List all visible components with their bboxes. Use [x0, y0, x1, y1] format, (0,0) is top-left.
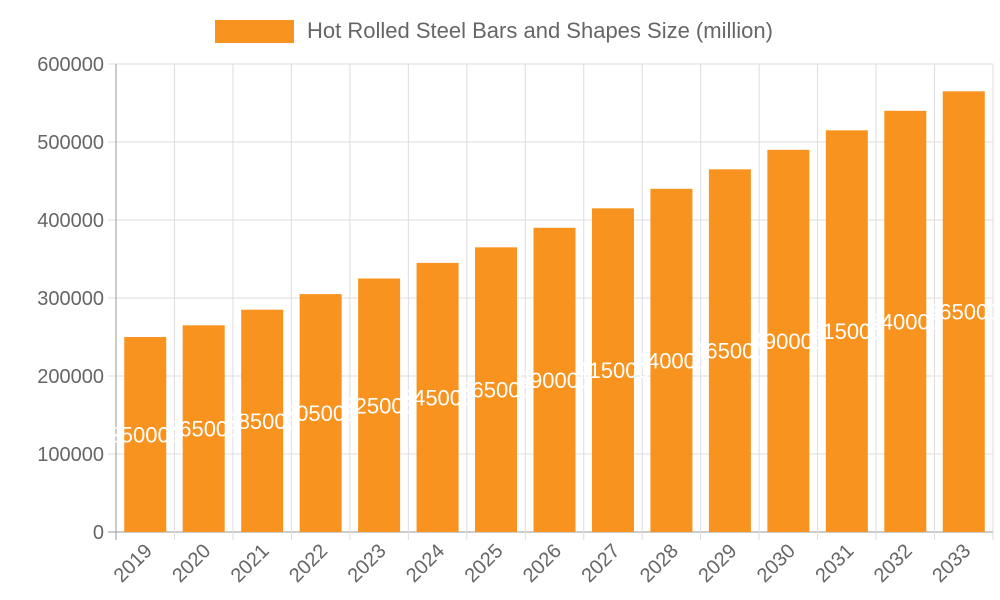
bar [825, 130, 868, 533]
x-tick-label: 2025 [461, 540, 508, 587]
bar [358, 278, 401, 532]
y-tick-label: 300000 [37, 288, 104, 310]
bar [533, 227, 576, 533]
legend-label: Hot Rolled Steel Bars and Shapes Size (m… [307, 18, 773, 43]
x-tick-label: 2030 [753, 540, 800, 587]
data-label: 490000 [752, 329, 825, 354]
data-label: 345000 [401, 385, 474, 410]
x-tick-label: 2022 [285, 540, 332, 587]
legend[interactable]: Hot Rolled Steel Bars and Shapes Size (m… [0, 18, 1000, 44]
x-tick-label: 2028 [636, 540, 683, 587]
data-label: 390000 [518, 368, 591, 393]
x-tick-label: 2021 [227, 540, 274, 587]
bar [299, 294, 342, 532]
y-tick-label: 600000 [37, 54, 104, 76]
y-tick-label: 0 [93, 522, 104, 544]
bar [767, 149, 810, 533]
x-tick-label: 2031 [811, 540, 858, 587]
bar [942, 91, 985, 533]
data-label: 565000 [927, 300, 1000, 325]
data-label: 305000 [284, 401, 357, 426]
x-tick-label: 2032 [870, 540, 917, 587]
data-label: 365000 [459, 378, 532, 403]
bar [124, 337, 167, 532]
y-tick-label: 100000 [37, 444, 104, 466]
x-tick-label: 2024 [402, 540, 449, 587]
x-tick-label: 2020 [168, 540, 215, 587]
data-label: 325000 [342, 393, 415, 418]
bar [591, 208, 634, 533]
y-tick-label: 400000 [37, 210, 104, 232]
data-label: 265000 [167, 417, 240, 442]
data-label: 540000 [869, 309, 942, 334]
legend-swatch [215, 19, 295, 43]
bar [650, 188, 693, 533]
x-tick-label: 2027 [577, 540, 624, 587]
x-tick-label: 2019 [110, 540, 157, 587]
bar [416, 262, 459, 532]
bar [182, 325, 225, 532]
data-label: 250000 [109, 423, 182, 448]
data-label: 415000 [576, 358, 649, 383]
data-label: 440000 [635, 348, 708, 373]
y-tick-label: 500000 [37, 132, 104, 154]
bar [475, 247, 518, 533]
bar [884, 110, 927, 533]
y-tick-label: 200000 [37, 366, 104, 388]
x-tick-label: 2026 [519, 540, 566, 587]
data-label: 285000 [225, 409, 298, 434]
x-tick-label: 2023 [344, 540, 391, 587]
x-tick-label: 2029 [694, 540, 741, 587]
bar [708, 169, 751, 533]
x-tick-label: 2033 [928, 540, 975, 587]
data-label: 515000 [810, 319, 883, 344]
bar [241, 309, 284, 532]
data-label: 465000 [693, 339, 766, 364]
